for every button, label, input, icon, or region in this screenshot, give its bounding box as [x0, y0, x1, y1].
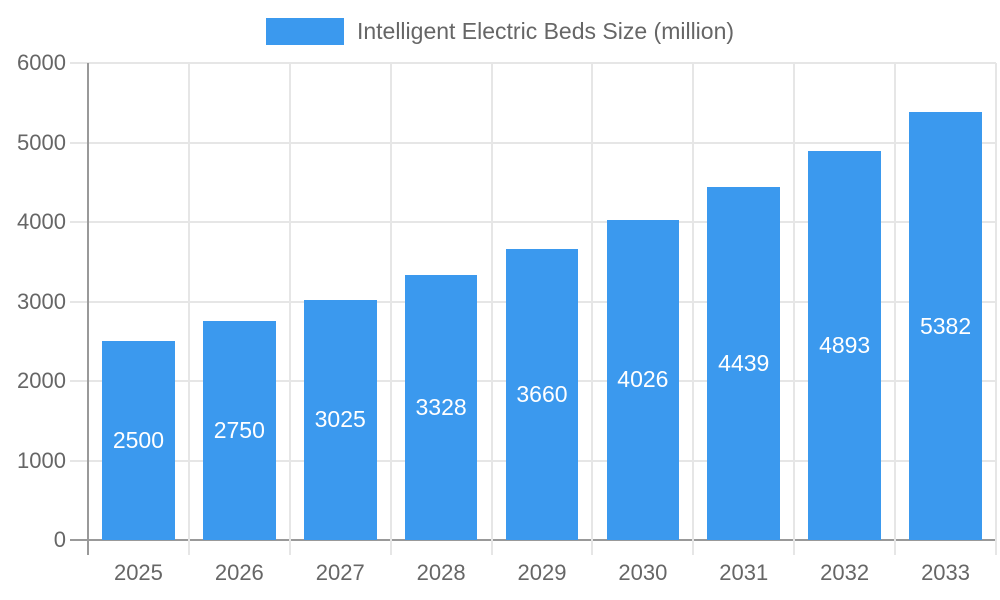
- gridline-vertical: [995, 63, 997, 555]
- bar-2025[interactable]: 2500: [102, 341, 175, 540]
- y-axis-tick-label: 3000: [17, 288, 66, 314]
- bar-2028[interactable]: 3328: [404, 275, 478, 540]
- x-axis-line: [70, 539, 996, 541]
- bar-2033[interactable]: 5382: [909, 112, 982, 540]
- gridline-vertical: [187, 63, 190, 555]
- bar-value-label: 2750: [213, 417, 265, 444]
- x-axis-tick-label: 2031: [719, 560, 769, 585]
- y-axis-tick-label: 5000: [17, 129, 66, 155]
- bar-2029[interactable]: 3660: [505, 249, 579, 540]
- gridline-vertical: [692, 63, 695, 555]
- gridline-horizontal: [70, 221, 996, 224]
- bar-value-label: 3660: [516, 381, 568, 408]
- bar-value-label: 3025: [314, 406, 366, 433]
- gridline-vertical: [894, 63, 897, 555]
- x-axis-tick-label: 2029: [517, 560, 567, 585]
- bar-value-label: 2500: [112, 427, 164, 454]
- x-axis-tick-label: 2026: [214, 560, 264, 585]
- x-axis-tick-label: 2030: [618, 560, 668, 585]
- gridline-vertical: [591, 63, 594, 555]
- bar-value-label: 4439: [718, 350, 770, 377]
- bar-value-label: 5382: [919, 312, 972, 339]
- x-axis-tick-label: 2027: [315, 560, 365, 585]
- x-axis-tick-label: 2032: [820, 560, 870, 585]
- legend-label: Intelligent Electric Beds Size (million): [356, 18, 735, 44]
- gridline-vertical: [288, 63, 291, 555]
- bar-2027[interactable]: 3025: [303, 299, 377, 540]
- bar-value-label: 4893: [819, 332, 871, 358]
- bar-2030[interactable]: 4026: [606, 219, 680, 540]
- x-axis-tick-label: 2033: [921, 560, 971, 585]
- y-axis-tick-label: 4000: [17, 209, 66, 235]
- y-axis-tick-label: 1000: [17, 447, 66, 473]
- plot-area: 0 1000 2000 3000 4000 5000 6000 2500 2025 2750 202…: [17, 50, 997, 585]
- x-axis-tick-label: 2028: [416, 560, 466, 585]
- chart-legend: Intelligent Electric Beds Size (million): [0, 18, 1000, 45]
- y-axis-tick-label: 6000: [17, 50, 66, 75]
- gridline-horizontal: [70, 62, 996, 64]
- bar-2031[interactable]: 4439: [707, 187, 781, 540]
- y-axis-tick-label: 2000: [17, 368, 66, 394]
- gridline-vertical: [793, 63, 796, 555]
- gridline-vertical: [389, 63, 392, 555]
- legend-swatch[interactable]: [265, 18, 344, 45]
- gridline-vertical: [490, 63, 493, 555]
- y-axis-tick-label: 0: [53, 527, 66, 552]
- x-axis-tick-label: 2025: [113, 560, 163, 585]
- bar-value-label: 3328: [415, 394, 467, 421]
- bar-2026[interactable]: 2750: [203, 321, 276, 540]
- gridline-horizontal: [70, 141, 996, 144]
- bar-2032[interactable]: 4893: [808, 151, 881, 540]
- y-axis-line: [87, 63, 89, 555]
- bar-value-label: 4026: [617, 366, 669, 393]
